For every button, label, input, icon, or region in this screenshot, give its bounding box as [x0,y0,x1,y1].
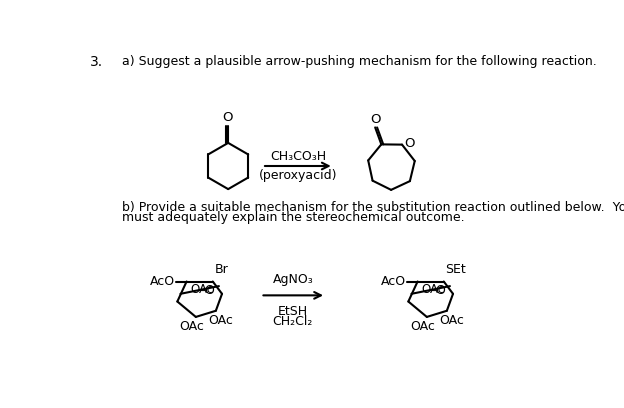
Text: (peroxyacid): (peroxyacid) [258,169,337,182]
Text: ·O: ·O [433,284,447,297]
Text: ·O: ·O [202,284,216,297]
Text: OAc: OAc [410,320,435,333]
Text: EtSH: EtSH [278,305,308,317]
Text: CH₃CO₃H: CH₃CO₃H [270,150,326,163]
Text: must adequately explain the stereochemical outcome.: must adequately explain the stereochemic… [122,211,464,224]
Text: O: O [222,111,233,124]
Text: AgNO₃: AgNO₃ [273,273,313,286]
Text: a) Suggest a plausible arrow-pushing mechanism for the following reaction.: a) Suggest a plausible arrow-pushing mec… [122,55,597,68]
Text: CH₂Cl₂: CH₂Cl₂ [273,315,313,328]
Text: OAc: OAc [190,283,213,296]
Text: AcO: AcO [150,275,175,288]
Text: 3.: 3. [90,55,104,69]
Text: Br: Br [214,263,228,276]
Text: OAc: OAc [179,320,204,333]
Text: OAc: OAc [421,283,444,296]
Text: SEt: SEt [446,263,466,276]
Text: b) Provide a suitable mechanism for the substitution reaction outlined below.  Y: b) Provide a suitable mechanism for the … [122,202,624,215]
Text: O: O [404,137,415,151]
Text: OAc: OAc [208,314,233,327]
Text: O: O [371,113,381,126]
Text: AcO: AcO [381,275,406,288]
Text: OAc: OAc [439,314,464,327]
